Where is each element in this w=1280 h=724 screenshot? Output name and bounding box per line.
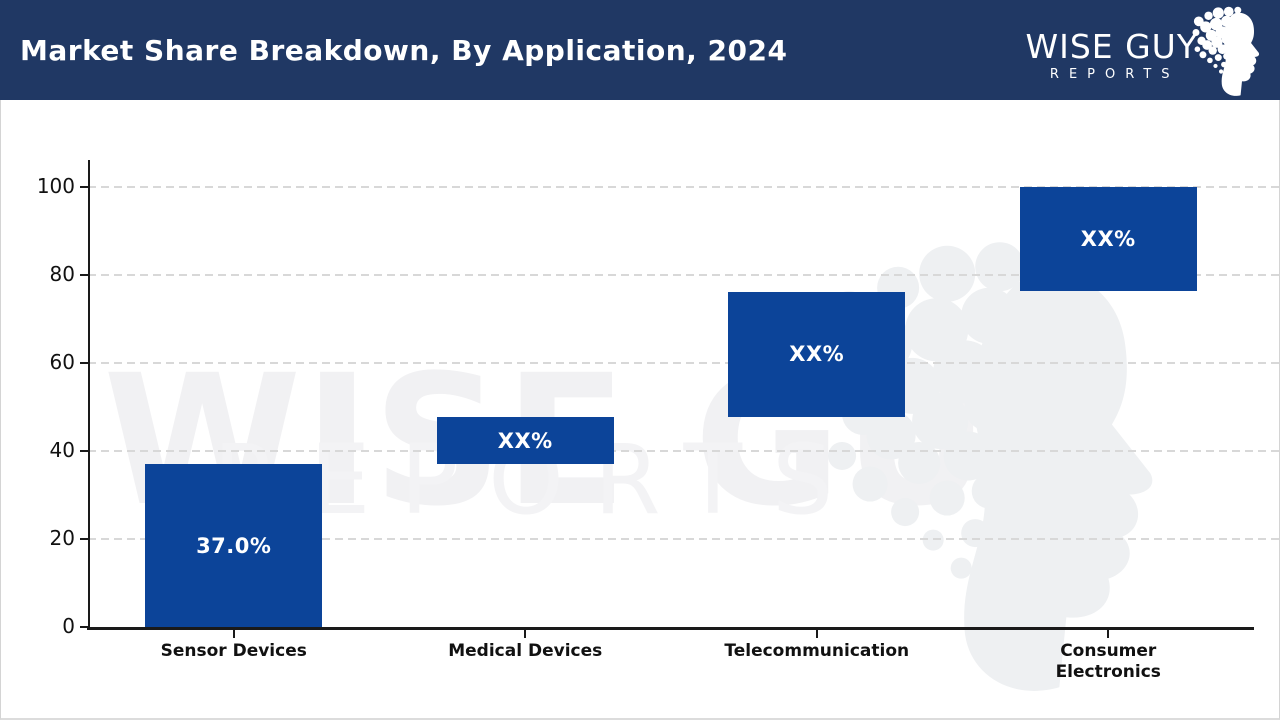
- brand-head-icon: [1184, 6, 1270, 98]
- x-tick-label: Medical Devices: [448, 641, 603, 661]
- bar: 37.0%: [145, 464, 323, 627]
- y-axis-tick: [80, 450, 88, 452]
- x-axis-line: [87, 627, 1254, 630]
- bar: XX%: [728, 292, 906, 417]
- bar-value-label: XX%: [789, 342, 845, 367]
- brand-logo: WISE GUY REPORTS: [1025, 6, 1270, 98]
- brand-name: WISE GUY: [1025, 26, 1198, 66]
- y-tick-label: 0: [62, 614, 75, 638]
- bar: XX%: [1019, 187, 1197, 291]
- gridline: [88, 538, 1279, 540]
- x-tick-label: Consumer Electronics: [1055, 641, 1161, 683]
- x-tick-label: Telecommunication: [724, 641, 910, 661]
- y-tick-label: 60: [49, 350, 75, 374]
- bar: XX%: [436, 417, 614, 465]
- y-tick-label: 20: [49, 526, 75, 550]
- x-axis-tick: [815, 630, 818, 638]
- y-tick-label: 100: [36, 174, 75, 198]
- gridline: [88, 274, 1279, 276]
- chart-canvas: WISE GUY REPORTS 0 20 40 60 80 100 37.0% Sensor…: [0, 100, 1280, 720]
- y-tick-label: 40: [49, 438, 75, 462]
- y-axis-tick: [80, 186, 88, 188]
- page-title: Market Share Breakdown, By Application, …: [20, 33, 788, 67]
- plot-area: 0 20 40 60 80 100 37.0% Sensor Devices XX% Medica…: [1, 100, 1279, 718]
- y-tick-label: 80: [49, 262, 75, 286]
- y-axis-tick: [80, 362, 88, 364]
- y-axis-tick: [80, 274, 88, 276]
- brand-logo-text: WISE GUY REPORTS: [1025, 26, 1198, 83]
- bar-value-label: XX%: [1080, 226, 1136, 251]
- y-axis-tick: [80, 538, 88, 540]
- bar-value-label: 37.0%: [196, 533, 272, 558]
- bar-value-label: XX%: [497, 428, 553, 453]
- gridline: [88, 186, 1279, 188]
- header-bar: Market Share Breakdown, By Application, …: [0, 0, 1280, 100]
- x-axis-tick: [1107, 630, 1110, 638]
- x-tick-label: Sensor Devices: [160, 641, 307, 661]
- gridline: [88, 362, 1279, 364]
- brand-subname: REPORTS: [1049, 67, 1180, 83]
- y-axis-line: [88, 160, 90, 630]
- y-axis-tick: [80, 626, 88, 628]
- gridline: [88, 450, 1279, 452]
- x-axis-tick: [524, 630, 527, 638]
- x-axis-tick: [232, 630, 235, 638]
